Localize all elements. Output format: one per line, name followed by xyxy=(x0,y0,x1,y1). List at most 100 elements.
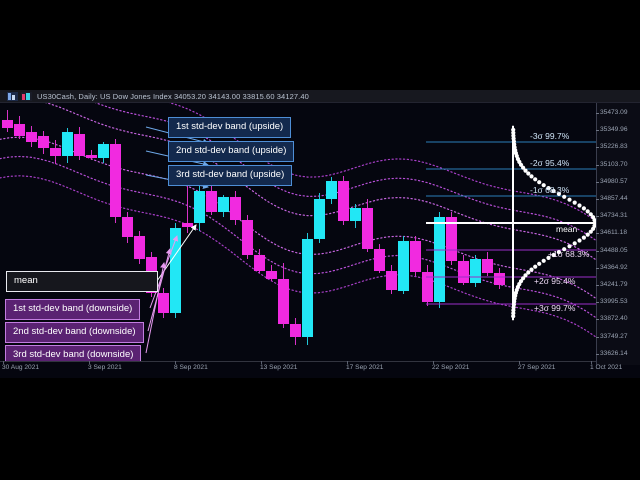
candlestick xyxy=(242,214,253,259)
bell-curve-dot xyxy=(526,171,531,176)
candlestick xyxy=(422,265,433,307)
callout-downside-band-2[interactable]: 2nd std-dev band (downside) xyxy=(5,322,144,343)
candlestick xyxy=(14,116,25,139)
callout-downside-band-1[interactable]: 1st std-dev band (downside) xyxy=(5,299,141,320)
candle-body xyxy=(278,278,289,324)
chart-window-icon xyxy=(7,91,18,101)
price-axis-tick: 35226.83 xyxy=(596,142,640,152)
candlestick xyxy=(374,243,385,274)
price-axis-tick: 34364.92 xyxy=(596,263,640,273)
candle-body xyxy=(194,190,205,223)
price-axis-tick: 35349.96 xyxy=(596,125,640,135)
bell-curve-dot xyxy=(588,229,593,234)
letterbox-top xyxy=(0,0,640,90)
candle-body xyxy=(182,222,193,227)
bell-curve-dot xyxy=(562,247,567,252)
candle-wick xyxy=(187,185,188,234)
candlestick xyxy=(266,265,277,282)
price-axis-tick: 34611.18 xyxy=(596,228,640,238)
bell-curve-dot xyxy=(585,209,590,214)
distribution-overlay xyxy=(426,125,596,321)
price-axis-tick: 34980.57 xyxy=(596,177,640,187)
candlestick xyxy=(98,141,109,163)
candle-body xyxy=(134,235,145,259)
candle-body xyxy=(494,273,505,286)
std-dev-band-line xyxy=(0,155,596,319)
candlestick xyxy=(182,185,193,234)
candle-body xyxy=(470,258,481,283)
price-axis-tick: 34734.31 xyxy=(596,211,640,221)
bell-curve-dot xyxy=(572,200,577,205)
callout-upside-band-2[interactable]: 2nd std-dev band (upside) xyxy=(168,141,295,162)
candle-body xyxy=(230,197,241,220)
chart-window[interactable]: US30Cash, Daily: US Dow Jones Index 3405… xyxy=(0,90,640,378)
candle-body xyxy=(2,120,13,129)
candlestick xyxy=(50,140,61,165)
candlestick xyxy=(218,194,229,218)
date-axis-tick: 17 Sep 2021 xyxy=(346,361,384,371)
bell-curve-dot xyxy=(529,267,534,272)
candle-body xyxy=(398,241,409,291)
bell-curve-dot xyxy=(577,203,582,208)
bell-curve-dot xyxy=(533,264,538,269)
candle-body xyxy=(266,270,277,279)
candlestick xyxy=(290,318,301,346)
candle-body xyxy=(446,217,457,262)
candle-body xyxy=(482,258,493,274)
sigma-label: +2σ 95.4% xyxy=(534,276,576,286)
candle-body xyxy=(386,270,397,291)
std-dev-band-line xyxy=(94,103,596,241)
bell-curve-dot xyxy=(537,180,542,185)
candle-body xyxy=(218,197,229,213)
bell-curve-dot xyxy=(518,162,524,167)
candle-body xyxy=(170,228,181,314)
candlestick xyxy=(110,138,121,223)
bell-curve-dot xyxy=(556,250,562,255)
chart-title-bar: US30Cash, Daily: US Dow Jones Index 3405… xyxy=(0,90,640,103)
callout-mean[interactable]: mean xyxy=(6,271,158,292)
candlestick xyxy=(230,190,241,226)
candle-body xyxy=(158,293,169,314)
bell-curve-dot xyxy=(551,188,556,194)
candle-body xyxy=(14,124,25,137)
date-axis[interactable]: 30 Aug 2021 3 Sep 2021 8 Sep 2021 13 Sep 20… xyxy=(0,361,622,378)
sigma-label: -3σ 99.7% xyxy=(530,131,570,141)
candlestick xyxy=(134,230,145,264)
candle-body xyxy=(50,148,61,157)
bell-curve-dot xyxy=(523,168,528,173)
bell-curve-dot xyxy=(541,183,546,188)
bell-curve-dot xyxy=(541,258,546,263)
candlestick xyxy=(482,251,493,276)
candle-body xyxy=(338,181,349,222)
candle-body xyxy=(86,154,97,158)
candlestick xyxy=(446,212,457,266)
candle-body xyxy=(122,217,133,238)
candlestick xyxy=(206,185,217,215)
sigma-label: -1σ 68.3% xyxy=(530,185,570,195)
candle-body xyxy=(410,241,421,272)
candle-body xyxy=(302,238,313,338)
bell-curve-dot xyxy=(556,191,562,196)
candle-body xyxy=(434,217,445,303)
candle-body xyxy=(422,271,433,303)
candlestick xyxy=(74,126,85,161)
bell-curve-dot xyxy=(585,232,590,237)
date-axis-tick: 3 Sep 2021 xyxy=(88,361,122,371)
std-dev-band-line xyxy=(0,175,596,338)
candle-body xyxy=(206,190,217,213)
bell-curve-dot xyxy=(529,174,534,179)
std-dev-band-lines xyxy=(0,103,596,338)
callout-upside-band-3[interactable]: 3rd std-dev band (upside) xyxy=(168,165,293,186)
price-axis[interactable]: 35473.09 35349.96 35226.83 35103.70 34980.57… xyxy=(596,103,640,365)
candlestick-icon xyxy=(21,91,32,101)
chart-title-text: US30Cash, Daily: US Dow Jones Index 3405… xyxy=(37,91,309,101)
candle-body xyxy=(74,133,85,157)
chart-plot-area[interactable]: -3σ 99.7% -2σ 95.4% -1σ 68.3% mean +1σ 68.3%… xyxy=(0,103,596,361)
callout-upside-band-1[interactable]: 1st std-dev band (upside) xyxy=(168,117,292,138)
price-axis-tick: 33626.14 xyxy=(596,349,640,359)
candlestick xyxy=(158,287,169,319)
callout-downside-band-3[interactable]: 3rd std-dev band (downside) xyxy=(5,345,142,361)
price-axis-tick: 34241.79 xyxy=(596,280,640,290)
date-axis-tick: 27 Sep 2021 xyxy=(518,361,556,371)
